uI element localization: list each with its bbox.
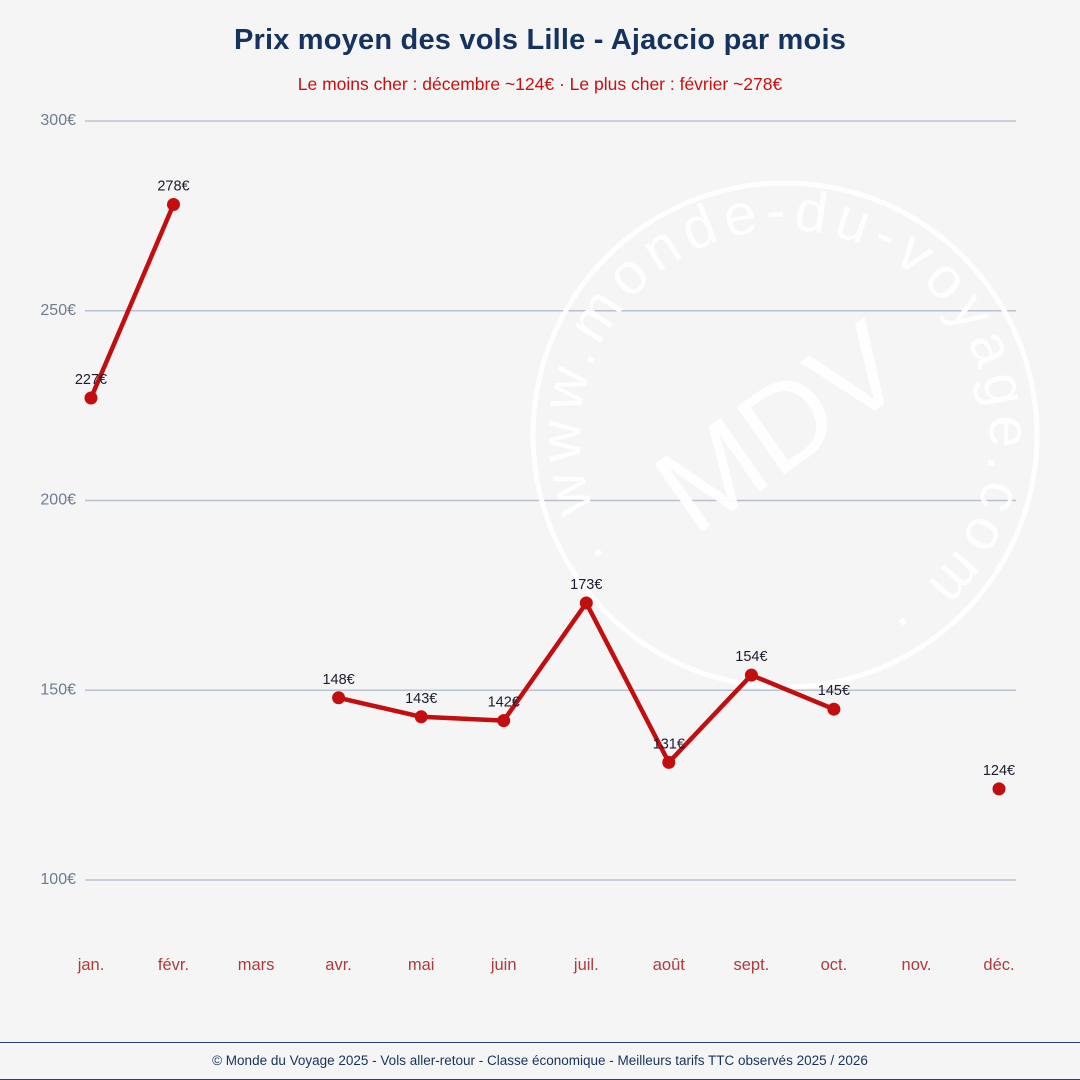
data-point	[84, 391, 98, 405]
month-label: mai	[408, 956, 435, 974]
month-label: déc.	[983, 956, 1014, 974]
data-point-label: 173€	[570, 577, 602, 593]
month-label: mars	[238, 956, 275, 974]
data-point	[827, 702, 841, 716]
month-label: sept.	[734, 956, 770, 974]
data-point-label: 131€	[653, 736, 685, 752]
month-label: oct.	[821, 956, 848, 974]
data-point	[992, 782, 1006, 796]
data-point-label: 227€	[75, 372, 107, 388]
watermark-ring	[530, 180, 1040, 690]
data-point-label: 142€	[488, 695, 520, 711]
footer-bar: © Monde du Voyage 2025 - Vols aller-reto…	[0, 1042, 1080, 1080]
month-label: juil.	[573, 956, 599, 974]
data-point-label: 124€	[983, 763, 1015, 779]
data-point-label: 154€	[735, 649, 767, 665]
data-point	[332, 691, 346, 705]
y-axis-tick-label: 200€	[40, 492, 76, 509]
month-label: nov.	[902, 956, 932, 974]
month-label: août	[653, 956, 686, 974]
data-point	[167, 198, 180, 211]
y-axis-tick-label: 250€	[40, 302, 76, 319]
data-point-label: 278€	[157, 179, 189, 195]
month-label: jan.	[77, 956, 105, 974]
page-title: Prix moyen des vols Lille - Ajaccio par …	[233, 24, 847, 56]
data-point-label: 145€	[818, 683, 850, 699]
data-point-label: 143€	[405, 691, 437, 707]
month-label: juin	[490, 956, 517, 974]
watermark-monogram: MDV	[632, 296, 927, 559]
month-label: févr.	[158, 956, 189, 974]
y-axis-tick-label: 150€	[40, 682, 76, 699]
data-point	[414, 710, 428, 724]
data-point	[662, 755, 676, 769]
data-point	[744, 668, 758, 682]
month-label: avr.	[325, 956, 352, 974]
data-point	[497, 714, 511, 728]
data-point-label: 148€	[322, 672, 354, 688]
y-axis-tick-label: 300€	[40, 112, 76, 129]
y-axis-tick-label: 100€	[40, 871, 76, 888]
data-point	[579, 596, 593, 610]
watermark: · www.monde-du-voyage.com ·MDV	[426, 76, 1080, 793]
page-subtitle: Le moins cher : décembre ~124€ · Le plus…	[297, 74, 783, 94]
footer-text: © Monde du Voyage 2025 - Vols aller-reto…	[212, 1053, 868, 1068]
